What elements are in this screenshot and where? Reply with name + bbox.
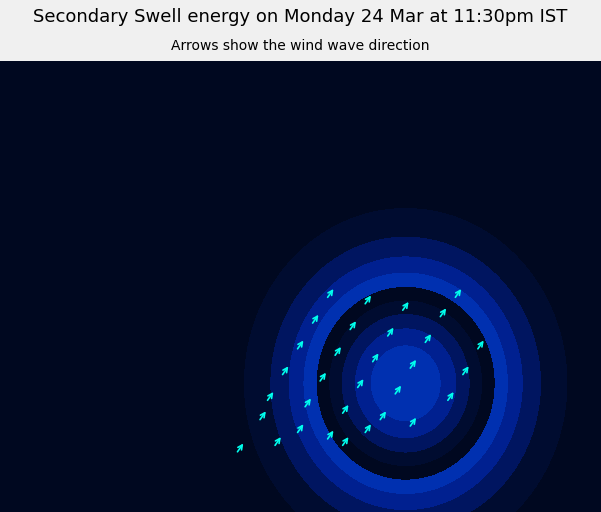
Text: Arrows show the wind wave direction: Arrows show the wind wave direction	[171, 39, 430, 53]
Text: Secondary Swell energy on Monday 24 Mar at 11:30pm IST: Secondary Swell energy on Monday 24 Mar …	[33, 8, 568, 26]
